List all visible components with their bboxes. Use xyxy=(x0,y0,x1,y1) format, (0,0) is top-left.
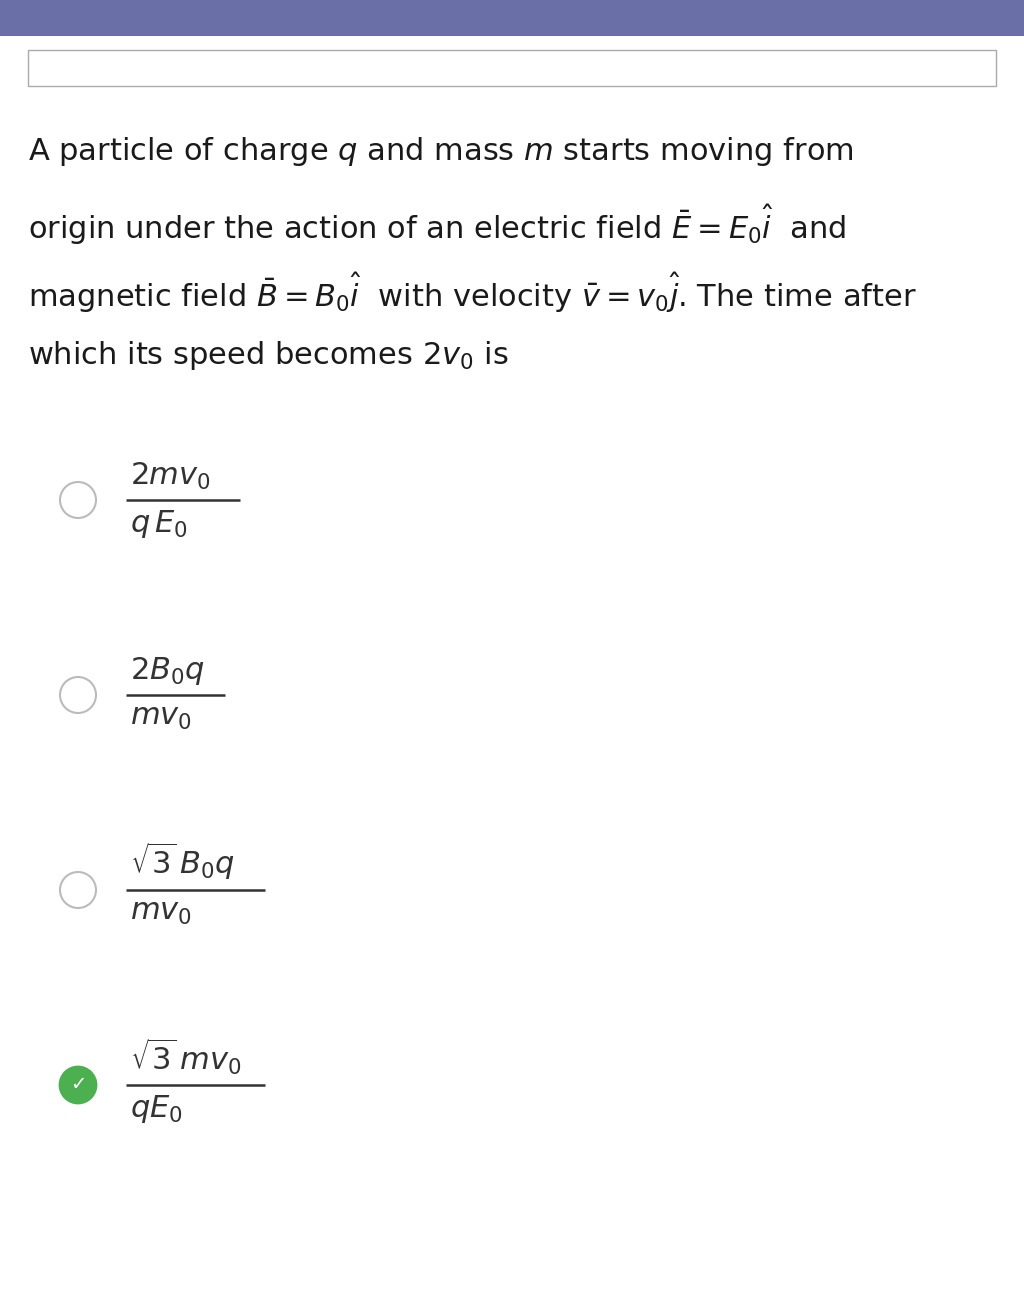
Text: $mv_0$: $mv_0$ xyxy=(130,897,191,927)
Text: $\sqrt{3}\, B_0q$: $\sqrt{3}\, B_0q$ xyxy=(130,840,234,882)
Text: $q\, E_0$: $q\, E_0$ xyxy=(130,508,187,540)
Text: magnetic field $\bar{B} = B_0\hat{i}$  with velocity $\bar{v} = v_0\hat{j}$. The: magnetic field $\bar{B} = B_0\hat{i}$ wi… xyxy=(28,271,916,316)
Text: $mv_0$: $mv_0$ xyxy=(130,703,191,732)
Bar xyxy=(28,50,996,86)
Text: $\sqrt{3}\, mv_0$: $\sqrt{3}\, mv_0$ xyxy=(130,1036,242,1077)
Text: A particle of charge $q$ and mass $m$ starts moving from: A particle of charge $q$ and mass $m$ st… xyxy=(28,135,854,168)
Text: $qE_0$: $qE_0$ xyxy=(130,1093,182,1125)
Circle shape xyxy=(60,1068,96,1103)
Text: which its speed becomes $2v_0$ is: which its speed becomes $2v_0$ is xyxy=(28,339,509,372)
Text: $2B_0q$: $2B_0q$ xyxy=(130,655,205,686)
Text: origin under the action of an electric field $\bar{E} = E_0\hat{i}$  and: origin under the action of an electric f… xyxy=(28,203,846,248)
Bar xyxy=(0,0,1024,35)
Text: $2mv_0$: $2mv_0$ xyxy=(130,461,211,493)
Circle shape xyxy=(60,677,96,713)
Circle shape xyxy=(60,482,96,517)
Text: ✓: ✓ xyxy=(70,1076,86,1094)
Circle shape xyxy=(60,872,96,908)
